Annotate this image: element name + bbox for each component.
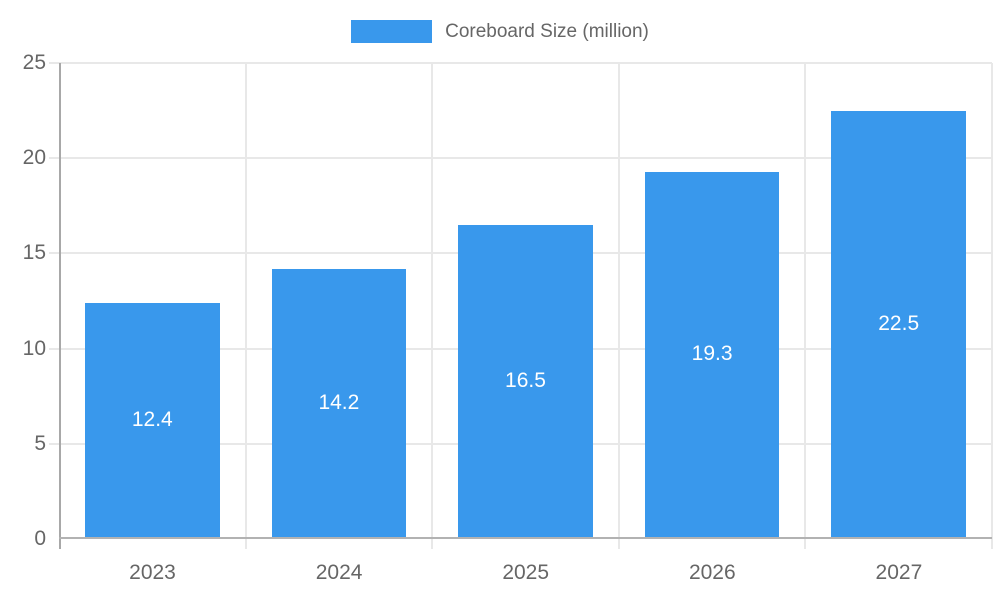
x-tick-label-2024: 2024 xyxy=(315,561,363,584)
y-tick-label-10: 10 xyxy=(22,336,46,360)
x-tick-label-2026: 2026 xyxy=(688,561,736,584)
x-tick-label-2027: 2027 xyxy=(875,561,923,584)
bar-value-label: 16.5 xyxy=(505,368,546,392)
x-tick-label-2025: 2025 xyxy=(502,561,550,584)
y-tick-label-25: 25 xyxy=(22,51,46,74)
x-tick-label-2023: 2023 xyxy=(129,561,176,584)
y-tick-label-5: 5 xyxy=(34,431,46,455)
gridline-x-boundary-3 xyxy=(617,63,620,549)
x-axis-line xyxy=(59,537,992,539)
y-axis-line xyxy=(59,63,61,549)
bar-2027[interactable]: 22.5 xyxy=(831,110,967,537)
legend-item[interactable]: Coreboard Size (million) xyxy=(351,20,649,43)
legend-label: Coreboard Size (million) xyxy=(445,20,649,42)
y-tick-label-20: 20 xyxy=(22,146,46,170)
bar-2025[interactable]: 16.5 xyxy=(458,224,593,537)
y-tick-label-0: 0 xyxy=(34,527,46,550)
y-tick-label-15: 15 xyxy=(22,241,46,265)
gridline-x-boundary-4 xyxy=(804,63,807,549)
bar-2024[interactable]: 14.2 xyxy=(271,268,407,537)
gridline-x-boundary-5 xyxy=(991,63,993,549)
gridline-y-25 xyxy=(49,62,992,64)
bar-2026[interactable]: 19.3 xyxy=(644,171,780,537)
legend: Coreboard Size (million) xyxy=(0,20,1000,43)
gridline-x-boundary-2 xyxy=(431,63,434,549)
gridline-y-20 xyxy=(49,157,992,160)
bar-value-label: 19.3 xyxy=(691,342,733,366)
bar-value-label: 22.5 xyxy=(878,311,920,335)
plot-area: 12.4 14.2 16.5 19.3 22.5 xyxy=(49,62,993,549)
legend-swatch xyxy=(351,20,433,43)
bar-value-label: 12.4 xyxy=(131,407,173,431)
bar-2023[interactable]: 12.4 xyxy=(84,302,220,537)
gridline-x-boundary-1 xyxy=(244,63,247,549)
bar-value-label: 14.2 xyxy=(318,390,360,414)
